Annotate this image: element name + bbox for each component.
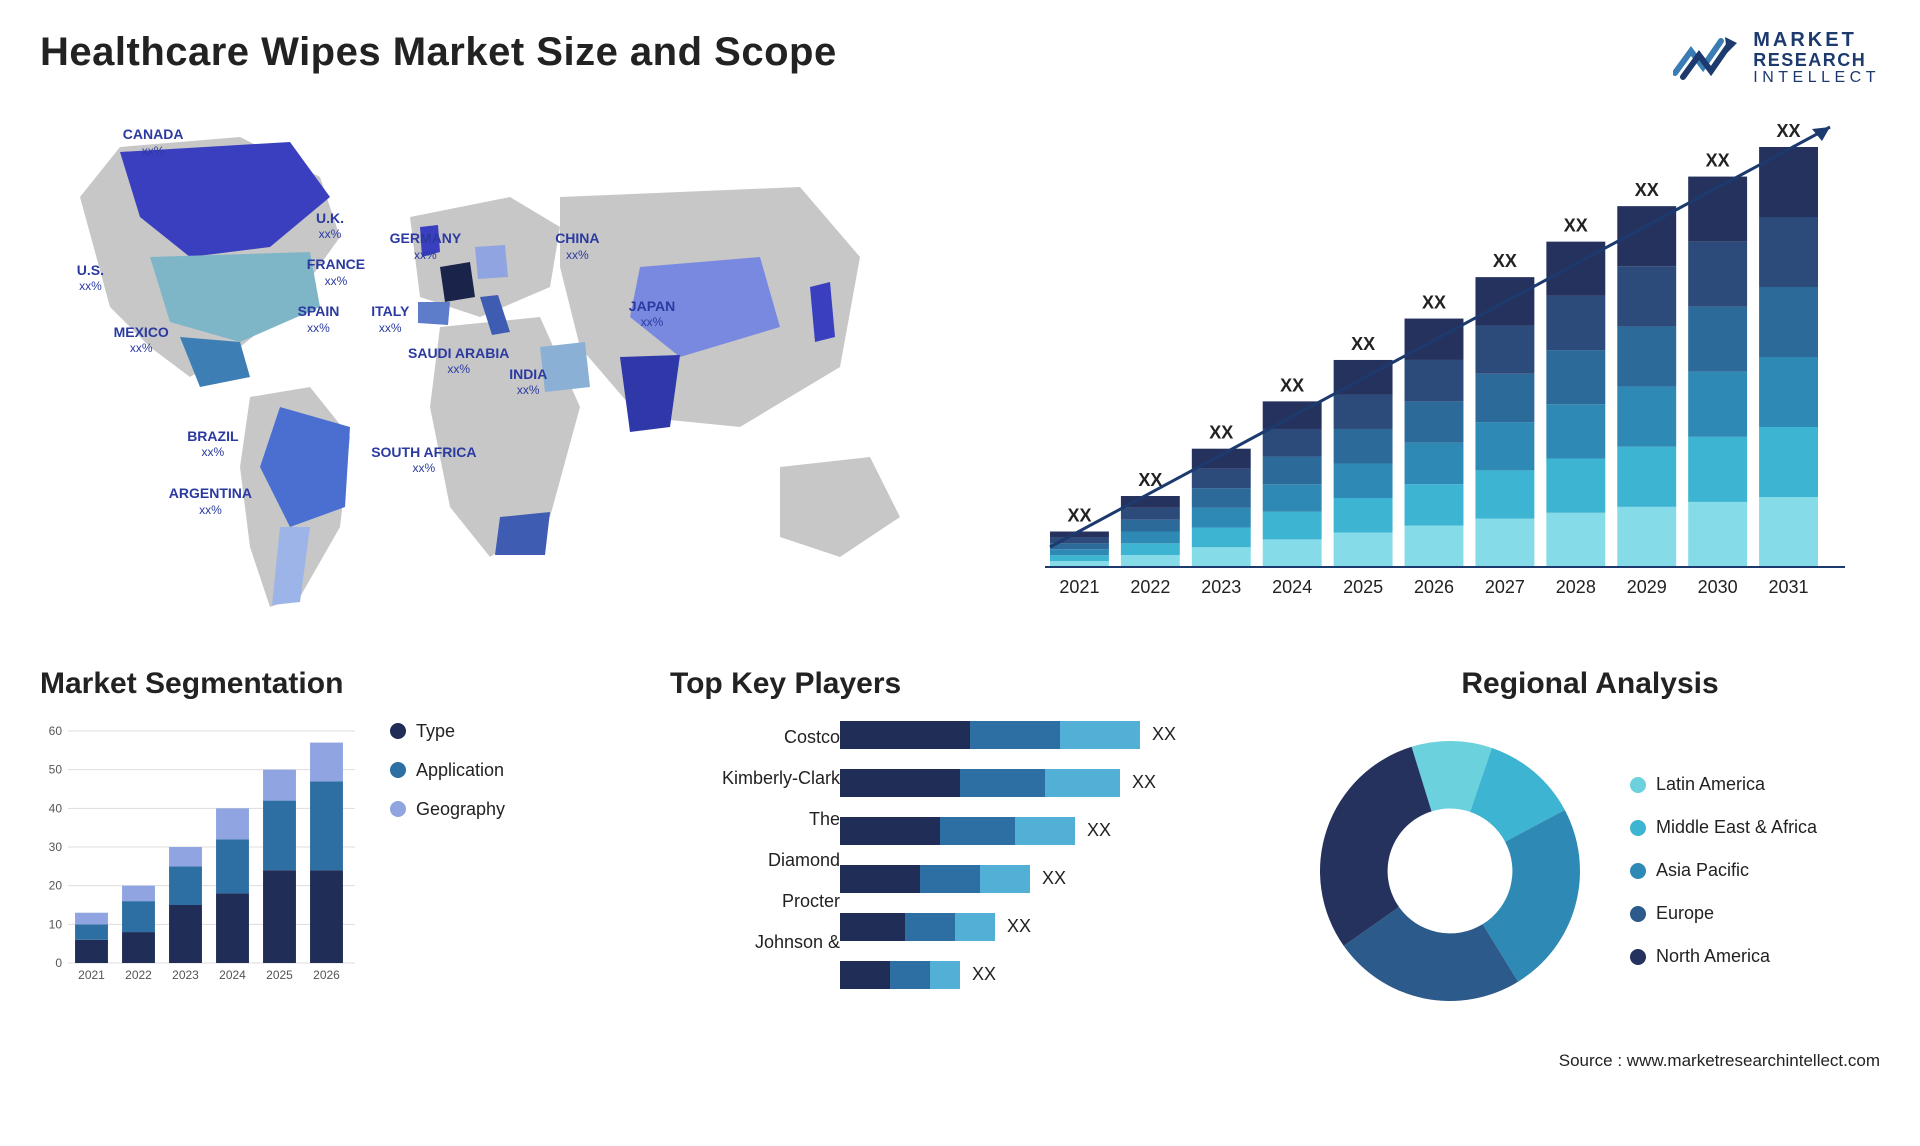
- legend-item: Latin America: [1630, 774, 1817, 795]
- logo: MARKET RESEARCH INTELLECT: [1673, 30, 1880, 87]
- map-label: MEXICOxx%: [114, 325, 169, 356]
- player-row: XX: [840, 961, 1250, 989]
- player-bars: XX XX XX XX XX XX: [840, 721, 1250, 1009]
- svg-text:2021: 2021: [78, 968, 105, 982]
- player-row: XX: [840, 721, 1250, 749]
- player-value: XX: [1042, 868, 1066, 889]
- player-value: XX: [972, 964, 996, 985]
- page-title: Healthcare Wipes Market Size and Scope: [40, 30, 837, 75]
- logo-mark-icon: [1673, 33, 1743, 83]
- svg-text:XX: XX: [1564, 215, 1588, 235]
- svg-text:2022: 2022: [125, 968, 152, 982]
- svg-text:2022: 2022: [1130, 577, 1170, 597]
- player-name: Johnson &: [670, 932, 840, 953]
- regional-donut: [1300, 721, 1600, 1021]
- map-label: CHINAxx%: [555, 231, 599, 262]
- player-row: XX: [840, 865, 1250, 893]
- map-label: SAUDI ARABIAxx%: [408, 346, 509, 377]
- svg-text:XX: XX: [1067, 505, 1091, 525]
- segmentation-title: Market Segmentation: [40, 667, 620, 701]
- svg-text:XX: XX: [1280, 375, 1304, 395]
- player-row: XX: [840, 913, 1250, 941]
- svg-text:2025: 2025: [266, 968, 293, 982]
- segmentation-panel: Market Segmentation 0 10 20 30 40 50 60 2021 202…: [40, 667, 620, 1021]
- player-labels: Costco Kimberly-Clark The Diamond Procter Joh…: [670, 721, 840, 953]
- map-label: ARGENTINAxx%: [169, 486, 252, 517]
- regional-panel: Regional Analysis Latin America Middle Ea…: [1300, 667, 1880, 1021]
- svg-text:10: 10: [49, 917, 63, 931]
- svg-text:XX: XX: [1351, 334, 1375, 354]
- map-label: CANADAxx%: [123, 127, 184, 158]
- svg-text:2028: 2028: [1556, 577, 1596, 597]
- player-value: XX: [1007, 916, 1031, 937]
- legend-item: Europe: [1630, 903, 1817, 924]
- svg-text:XX: XX: [1493, 251, 1517, 271]
- legend-item: Asia Pacific: [1630, 860, 1817, 881]
- svg-text:2024: 2024: [1272, 577, 1312, 597]
- player-name: Procter: [670, 891, 840, 912]
- map-label: U.K.xx%: [316, 211, 344, 242]
- map-label: FRANCExx%: [307, 257, 365, 288]
- svg-text:2023: 2023: [1201, 577, 1241, 597]
- growth-chart-panel: XX 2021 XX 2022 XX 2023 XX 2024 XX 2025 XX 2026 XX 20…: [1000, 107, 1880, 627]
- svg-text:XX: XX: [1777, 121, 1801, 141]
- svg-text:XX: XX: [1422, 292, 1446, 312]
- segmentation-chart: 0 10 20 30 40 50 60 2021 2022 2023 2024 2025 2026: [40, 721, 360, 991]
- regional-legend: Latin America Middle East & Africa Asia Pa…: [1630, 774, 1817, 967]
- svg-text:XX: XX: [1706, 150, 1730, 170]
- svg-text:2023: 2023: [172, 968, 199, 982]
- svg-text:XX: XX: [1209, 422, 1233, 442]
- svg-text:2027: 2027: [1485, 577, 1525, 597]
- player-row: XX: [840, 817, 1250, 845]
- players-panel: Top Key Players Costco Kimberly-Clark The D…: [670, 667, 1250, 1021]
- map-label: ITALYxx%: [371, 304, 409, 335]
- svg-text:20: 20: [49, 878, 63, 892]
- svg-text:0: 0: [55, 956, 62, 970]
- growth-chart: XX 2021 XX 2022 XX 2023 XX 2024 XX 2025 XX 2026 XX 20…: [1000, 107, 1880, 627]
- player-value: XX: [1152, 724, 1176, 745]
- svg-text:30: 30: [49, 840, 63, 854]
- svg-text:2026: 2026: [1414, 577, 1454, 597]
- player-name: The: [670, 809, 840, 830]
- svg-text:2026: 2026: [313, 968, 340, 982]
- player-row: XX: [840, 769, 1250, 797]
- map-label: BRAZILxx%: [187, 429, 238, 460]
- map-label: SOUTH AFRICAxx%: [371, 445, 476, 476]
- legend-item: Geography: [390, 799, 505, 820]
- player-value: XX: [1132, 772, 1156, 793]
- player-name: Costco: [670, 727, 840, 748]
- logo-text: MARKET RESEARCH INTELLECT: [1753, 30, 1880, 87]
- world-map-panel: CANADAxx% U.S.xx% MEXICOxx% BRAZILxx% ARGENT…: [40, 107, 960, 627]
- svg-text:50: 50: [49, 762, 63, 776]
- legend-item: North America: [1630, 946, 1817, 967]
- map-label: GERMANYxx%: [390, 231, 462, 262]
- players-title: Top Key Players: [670, 667, 1250, 701]
- legend-item: Application: [390, 760, 505, 781]
- map-label: SPAINxx%: [298, 304, 340, 335]
- map-label: U.S.xx%: [77, 263, 104, 294]
- map-label: INDIAxx%: [509, 367, 547, 398]
- legend-item: Middle East & Africa: [1630, 817, 1817, 838]
- svg-text:2021: 2021: [1059, 577, 1099, 597]
- header: Healthcare Wipes Market Size and Scope M…: [40, 30, 1880, 87]
- map-label: JAPANxx%: [629, 299, 675, 330]
- svg-text:XX: XX: [1635, 180, 1659, 200]
- svg-text:2029: 2029: [1627, 577, 1667, 597]
- segmentation-legend: Type Application Geography: [390, 721, 505, 820]
- svg-text:40: 40: [49, 801, 63, 815]
- svg-text:2025: 2025: [1343, 577, 1383, 597]
- svg-text:2030: 2030: [1698, 577, 1738, 597]
- svg-text:2024: 2024: [219, 968, 246, 982]
- svg-text:2031: 2031: [1769, 577, 1809, 597]
- source-text: Source : www.marketresearchintellect.com: [40, 1051, 1880, 1071]
- legend-item: Type: [390, 721, 505, 742]
- player-name: Kimberly-Clark: [670, 768, 840, 789]
- player-name: Diamond: [670, 850, 840, 871]
- regional-title: Regional Analysis: [1300, 667, 1880, 701]
- player-value: XX: [1087, 820, 1111, 841]
- svg-text:60: 60: [49, 724, 63, 738]
